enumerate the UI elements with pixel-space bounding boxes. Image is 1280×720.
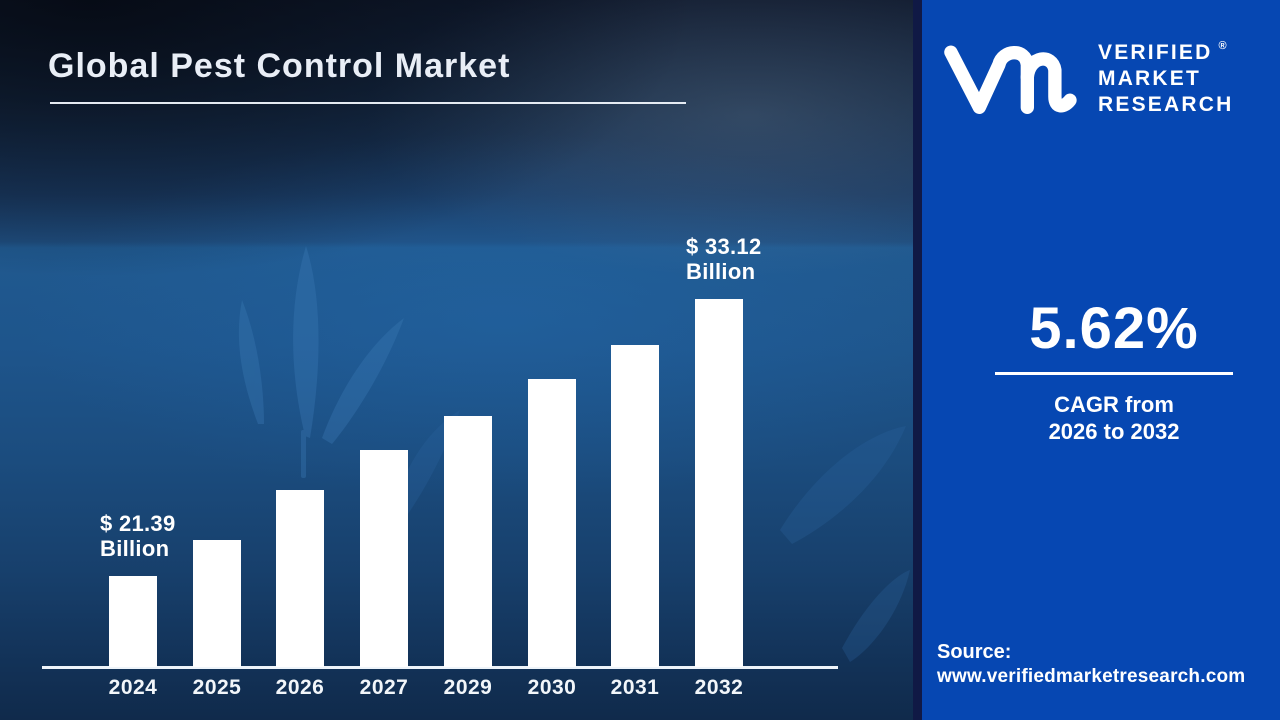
bar-chart: 2024 2025 2026 2027 2029 2030 2031 2032 $ 21.39 B…	[42, 234, 838, 699]
bar-2024	[109, 576, 157, 667]
bar-2032	[695, 299, 743, 667]
vmr-logo-icon	[944, 45, 1077, 114]
bar-2027	[360, 450, 408, 667]
photo-background: Global Pest Control Market 2024 2025 2026 2…	[0, 0, 913, 720]
page-title: Global Pest Control Market	[48, 47, 511, 85]
x-tick-label-2024: 2024	[108, 676, 158, 699]
x-tick-label-2032: 2032	[694, 676, 744, 699]
title-underline	[50, 102, 686, 104]
x-tick-label-2025: 2025	[192, 676, 242, 699]
bar-2029	[444, 416, 492, 667]
brand-name-line-3: RESEARCH	[1098, 93, 1234, 116]
bar-2025	[193, 540, 241, 667]
brand-name-line-2: MARKET	[1098, 67, 1202, 90]
bar-value-label-2032: $ 33.12 Billion	[686, 234, 762, 284]
x-tick-label-2026: 2026	[275, 676, 325, 699]
source-block: Source: www.verifiedmarketresearch.com	[937, 640, 1245, 689]
x-tick-label-2027: 2027	[359, 676, 409, 699]
x-tick-label-2031: 2031	[610, 676, 660, 699]
cagr-label-line-2: 2026 to 2032	[1048, 419, 1180, 444]
source-label: Source:	[937, 641, 1012, 663]
bar-2030	[528, 379, 576, 667]
bar-2026	[276, 490, 324, 667]
x-tick-label-2030: 2030	[527, 676, 577, 699]
divider-strip	[913, 0, 922, 720]
right-panel: VERIFIED ® MARKET RESEARCH 5.62% CAGR fr…	[922, 0, 1280, 720]
x-axis-line	[42, 666, 838, 669]
title-block: Global Pest Control Market	[48, 46, 686, 104]
cagr-value: 5.62%	[1029, 296, 1199, 361]
brand-block: VERIFIED ® MARKET RESEARCH	[940, 36, 1270, 118]
brand-name: VERIFIED ® MARKET RESEARCH	[1098, 40, 1233, 118]
cagr-label-line-1: CAGR from	[1054, 392, 1174, 417]
bar-value-label-2024: $ 21.39 Billion	[100, 511, 176, 561]
registered-trademark-icon: ®	[1218, 40, 1227, 52]
bar-2031	[611, 345, 659, 667]
source-url: www.verifiedmarketresearch.com	[937, 666, 1246, 687]
cagr-block: 5.62% CAGR from 2026 to 2032	[922, 298, 1280, 445]
brand-name-line-1: VERIFIED	[1098, 41, 1213, 64]
x-tick-label-2029: 2029	[443, 676, 493, 699]
cagr-underline	[995, 372, 1233, 375]
